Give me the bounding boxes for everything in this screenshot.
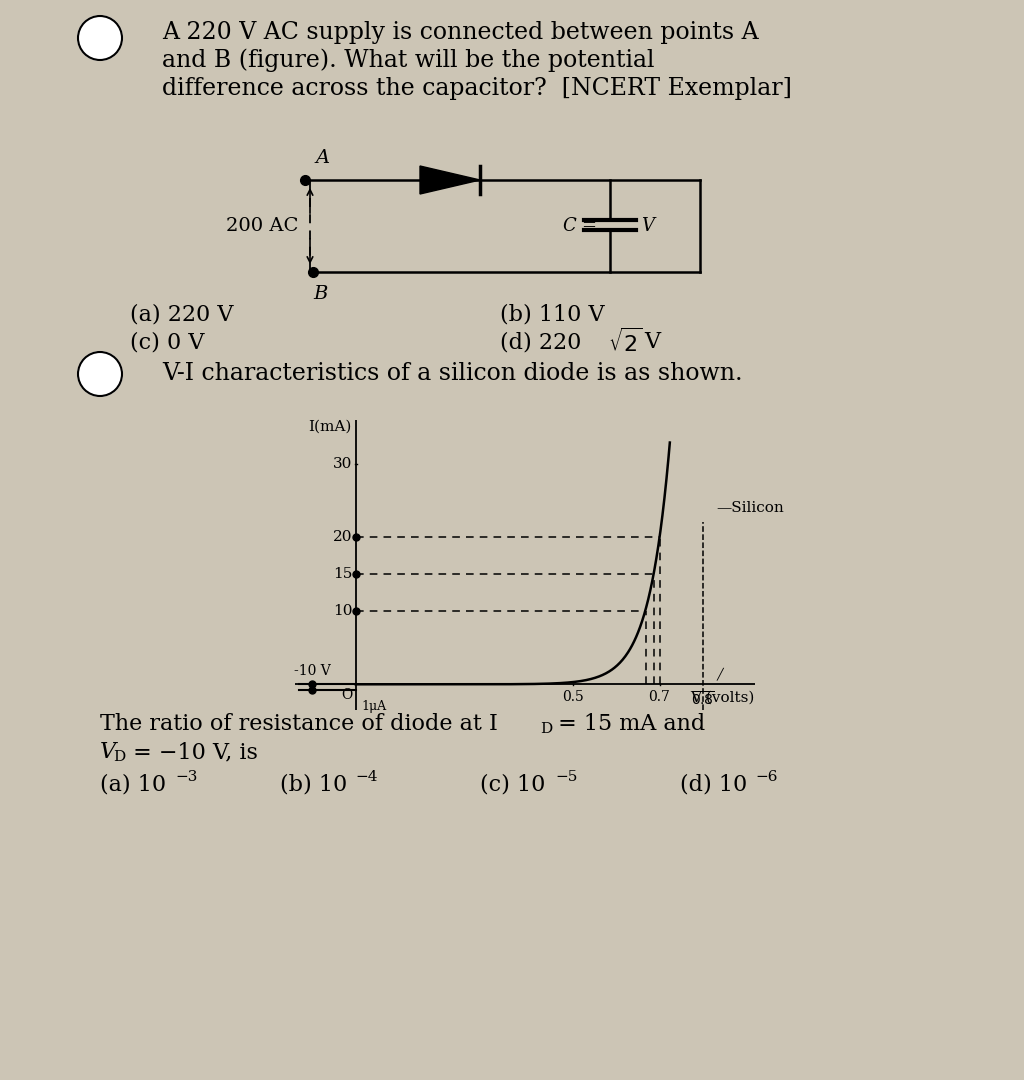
Text: −6: −6	[755, 770, 777, 784]
Text: D: D	[113, 750, 125, 764]
Text: (b) 110 V: (b) 110 V	[500, 303, 604, 326]
Text: (b) 10: (b) 10	[280, 774, 347, 796]
Text: A 220 V AC supply is connected between points A: A 220 V AC supply is connected between p…	[162, 21, 759, 43]
Text: = −10 V, is: = −10 V, is	[126, 741, 258, 762]
Polygon shape	[420, 166, 480, 194]
Text: (d) 10: (d) 10	[680, 774, 748, 796]
Text: −3: −3	[175, 770, 198, 784]
Text: 30: 30	[333, 457, 352, 471]
Text: (c) 0 V: (c) 0 V	[130, 330, 205, 353]
Text: = 15 mA and: = 15 mA and	[551, 713, 706, 735]
Text: A: A	[315, 149, 329, 167]
Text: -10 V: -10 V	[294, 664, 331, 678]
Text: 20: 20	[333, 530, 352, 544]
Text: $\sqrt{2}$: $\sqrt{2}$	[608, 327, 642, 356]
Text: B: B	[313, 285, 328, 303]
Text: 200 AC: 200 AC	[225, 217, 298, 235]
Text: D: D	[540, 723, 552, 735]
Text: 0.7: 0.7	[648, 690, 671, 704]
Circle shape	[78, 16, 122, 60]
Text: and B (figure). What will be the potential: and B (figure). What will be the potenti…	[162, 49, 654, 71]
Text: The ratio of resistance of diode at I: The ratio of resistance of diode at I	[100, 713, 498, 735]
Text: (d) 220: (d) 220	[500, 330, 582, 353]
Text: 10: 10	[333, 604, 352, 618]
Text: (a) 220 V: (a) 220 V	[130, 303, 233, 326]
Text: ╱: ╱	[717, 666, 724, 679]
Text: 0.5: 0.5	[562, 690, 584, 704]
Text: −5: −5	[555, 770, 578, 784]
Text: −4: −4	[355, 770, 378, 784]
Text: O: O	[341, 688, 352, 702]
Text: —Silicon: —Silicon	[716, 501, 783, 515]
Text: V (volts): V (volts)	[690, 690, 755, 704]
Text: =: =	[581, 217, 596, 235]
Text: 12.: 12.	[82, 364, 119, 384]
Text: I(mA): I(mA)	[308, 420, 351, 434]
Text: V-I characteristics of a silicon diode is as shown.: V-I characteristics of a silicon diode i…	[162, 363, 742, 386]
Circle shape	[78, 352, 122, 396]
Text: C: C	[562, 217, 575, 235]
Text: difference across the capacitor?  [NCERT Exemplar]: difference across the capacitor? [NCERT …	[162, 77, 792, 99]
Text: V: V	[644, 330, 660, 353]
Text: (a) 10: (a) 10	[100, 774, 166, 796]
Text: 11.: 11.	[82, 28, 119, 48]
Text: $\overline{0.8}$: $\overline{0.8}$	[691, 690, 715, 708]
Text: V: V	[100, 741, 116, 762]
Text: 1μA: 1μA	[361, 701, 386, 714]
Text: V: V	[641, 217, 654, 235]
Text: (c) 10: (c) 10	[480, 774, 546, 796]
Text: 15: 15	[333, 567, 352, 581]
